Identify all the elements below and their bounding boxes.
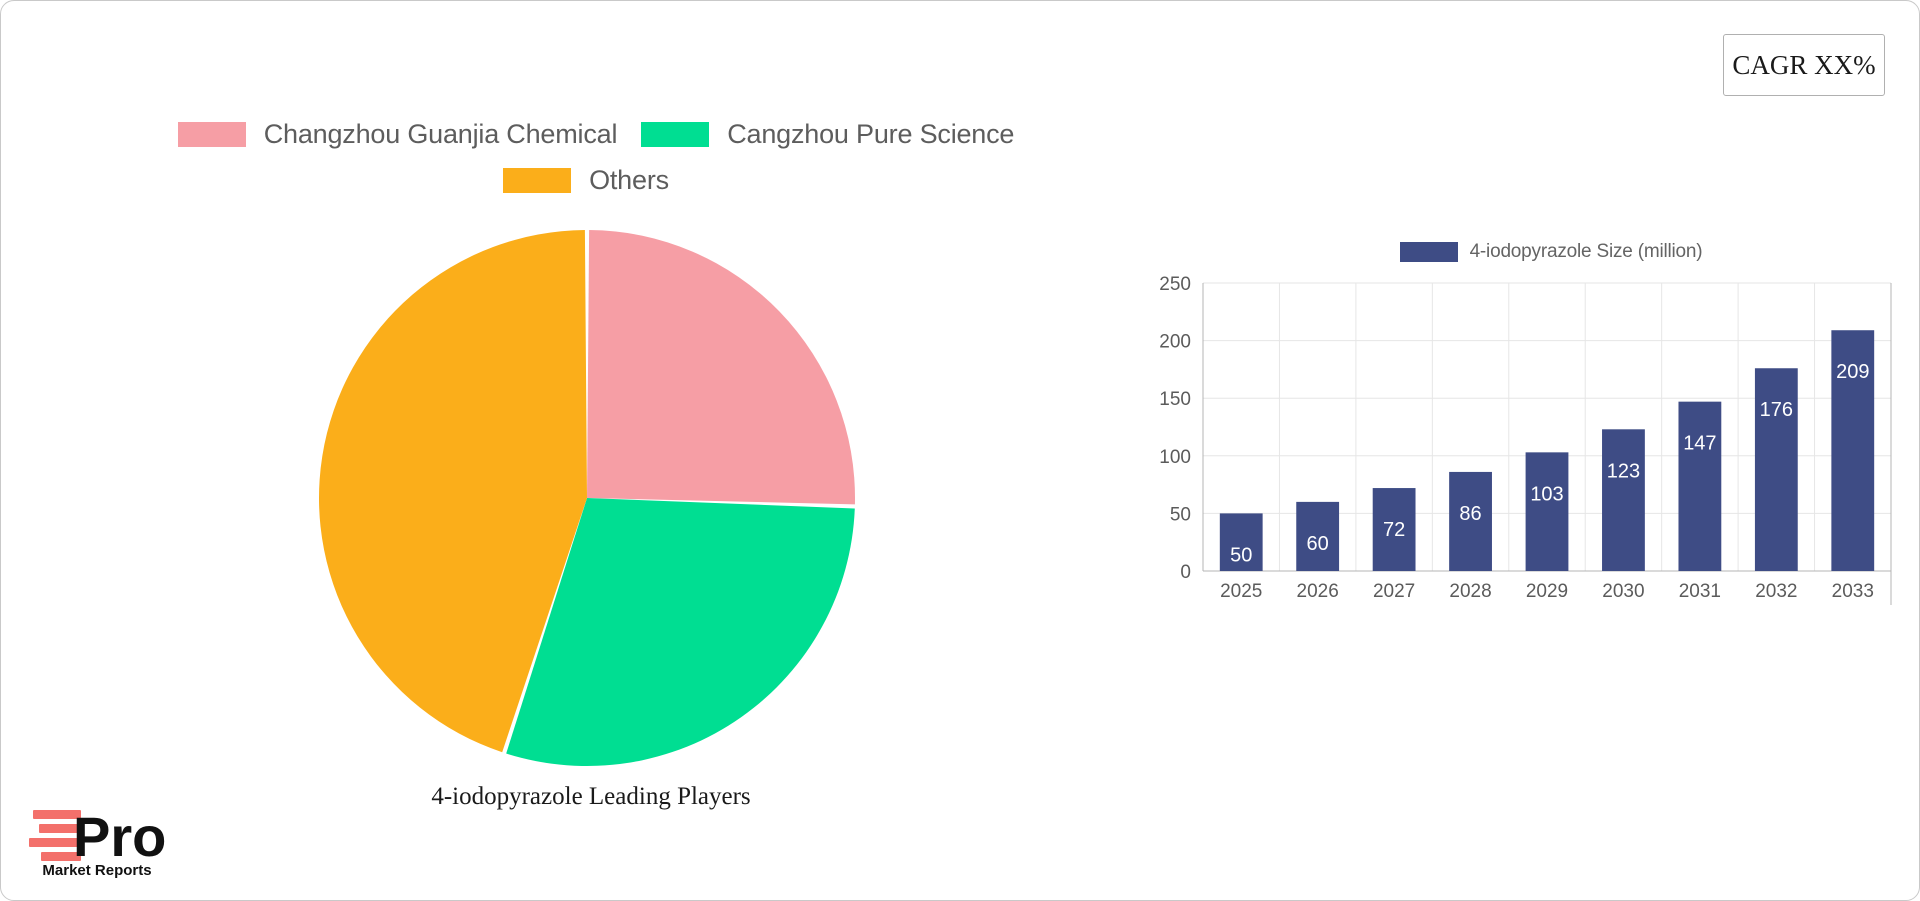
bar-chart-x-axis-labels: 2025 2026 2027 2028 2029 2030 2031 2032 2033 [1220, 581, 1874, 602]
x-axis-tick-label: 2025 [1220, 581, 1262, 602]
pie-chart-svg [319, 230, 855, 766]
bar-value-label: 209 [1836, 361, 1869, 383]
pro-market-reports-logo: Pro Market Reports [27, 805, 167, 879]
bar-value-label: 60 [1307, 533, 1329, 555]
x-axis-tick-label: 2027 [1373, 581, 1415, 602]
bar-value-label: 103 [1530, 483, 1563, 505]
logo-tagline: Market Reports [42, 862, 151, 878]
bar[interactable] [1296, 501, 1340, 571]
pie-legend: Changzhou Guanjia Chemical Cangzhou Pure… [1, 119, 1171, 196]
bar-value-label: 147 [1683, 433, 1716, 455]
bar[interactable] [1602, 429, 1645, 571]
bar-chart-y-axis-labels: 0 50 100 150 200 250 [1159, 274, 1191, 583]
x-axis-tick-label: 2032 [1755, 581, 1797, 602]
legend-swatch-others [503, 168, 572, 193]
logo-speed-bars-icon [29, 810, 81, 861]
legend-swatch-changzhou-guanjia-chemical [177, 122, 246, 147]
pie-slices [319, 230, 855, 766]
bar[interactable] [1525, 452, 1569, 571]
bar-value-label: 72 [1383, 519, 1405, 541]
y-axis-tick-label: 150 [1159, 389, 1191, 410]
bar[interactable] [1754, 368, 1798, 571]
bar[interactable] [1831, 330, 1875, 571]
pie-legend-item-changzhou-guanjia-chemical[interactable]: Changzhou Guanjia Chemical [177, 119, 618, 150]
pie-chart-title: 4-iodopyrazole Leading Players [431, 783, 751, 810]
bar-chart-legend[interactable]: 4-iodopyrazole Size (million) [1131, 241, 1911, 263]
pie-slice[interactable] [506, 498, 855, 766]
x-axis-tick-label: 2028 [1449, 581, 1491, 602]
pie-legend-label-cangzhou-pure-science: Cangzhou Pure Science [727, 119, 1015, 149]
x-axis-tick-label: 2031 [1679, 581, 1721, 602]
y-axis-tick-label: 0 [1180, 562, 1191, 583]
bar-chart-bars [1219, 330, 1875, 571]
pie-legend-label-others: Others [589, 165, 669, 195]
pie-legend-row-1: Changzhou Guanjia Chemical Cangzhou Pure… [1, 119, 1171, 150]
bar[interactable] [1678, 401, 1722, 571]
bar-value-label: 176 [1760, 399, 1793, 421]
legend-swatch-iodopyrazole-size [1399, 242, 1458, 262]
y-axis-tick-label: 100 [1159, 447, 1191, 468]
pie-slice[interactable] [319, 230, 587, 753]
y-axis-tick-label: 50 [1170, 504, 1191, 525]
bar-value-label: 50 [1230, 544, 1252, 566]
y-axis-tick-label: 250 [1159, 274, 1191, 295]
pie-legend-item-cangzhou-pure-science[interactable]: Cangzhou Pure Science [641, 119, 1014, 150]
x-axis-tick-label: 2029 [1526, 581, 1568, 602]
x-axis-tick-label: 2026 [1297, 581, 1339, 602]
bar-chart: 4-iodopyrazole Size (million) 0 50 100 150 2… [1131, 241, 1911, 671]
logo-wordmark: Pro [73, 806, 166, 868]
bar[interactable] [1219, 513, 1263, 571]
y-axis-tick-label: 200 [1159, 332, 1191, 353]
bar-value-label: 86 [1459, 503, 1481, 525]
cagr-badge: CAGR XX% [1723, 34, 1885, 96]
bar-chart-legend-label: 4-iodopyrazole Size (million) [1469, 241, 1703, 262]
pie-chart [317, 228, 857, 768]
logo-svg: Pro Market Reports [29, 805, 166, 879]
bar-value-label: 123 [1607, 460, 1640, 482]
bar-chart-value-labels: 50 60 72 86 103 123 147 176 209 [1230, 361, 1869, 566]
pie-legend-row-2: Others [1, 165, 1171, 196]
pie-slice[interactable] [587, 230, 855, 505]
bar[interactable] [1372, 488, 1416, 571]
x-axis-tick-label: 2033 [1832, 581, 1874, 602]
pie-legend-label-changzhou-guanjia-chemical: Changzhou Guanjia Chemical [263, 119, 618, 149]
x-axis-tick-label: 2030 [1602, 581, 1644, 602]
cagr-badge-label: CAGR XX% [1732, 49, 1876, 80]
bar[interactable] [1449, 471, 1492, 571]
legend-swatch-cangzhou-pure-science [641, 122, 710, 147]
pie-legend-item-others[interactable]: Others [503, 165, 669, 196]
